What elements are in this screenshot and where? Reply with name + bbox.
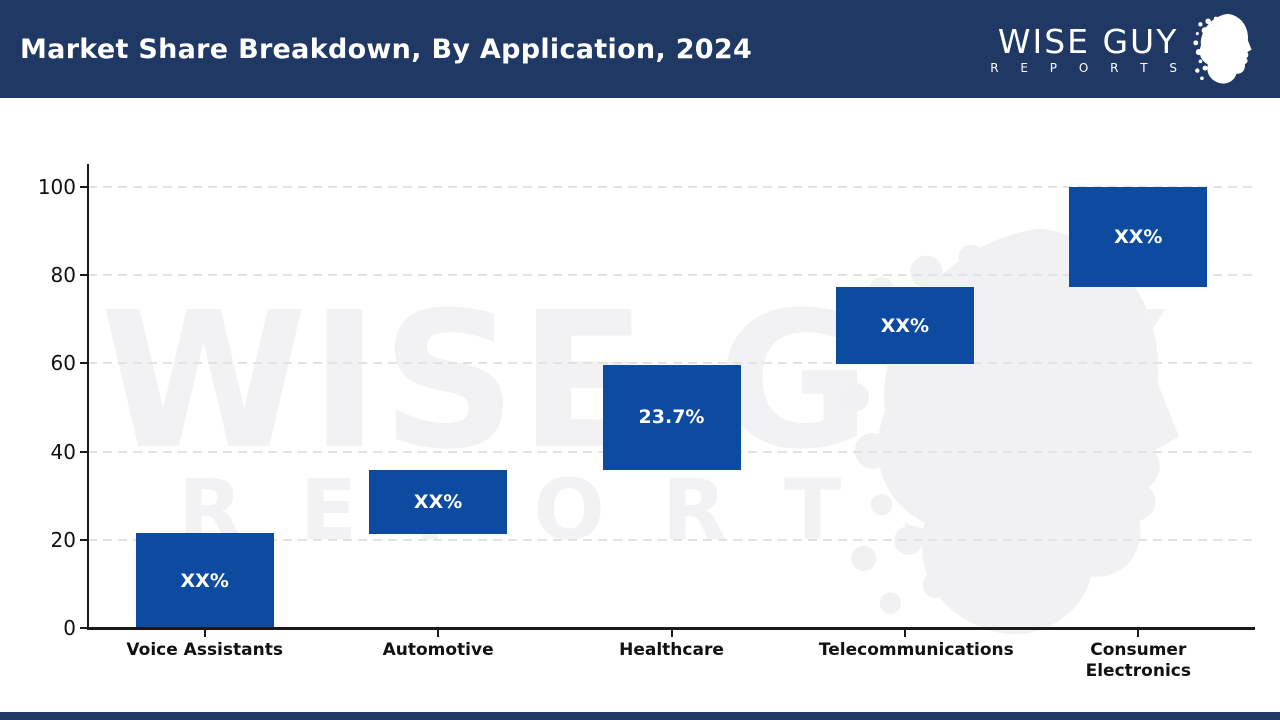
- header-bar: Market Share Breakdown, By Application, …: [0, 0, 1280, 98]
- watermark-tagline-text: R E P O R T S: [178, 461, 973, 559]
- bar-value-label: 23.7%: [638, 406, 705, 429]
- category-label: Telecommunications: [818, 640, 1014, 660]
- y-axis-tick: [80, 186, 88, 188]
- logo-brand-name: WISE GUY: [997, 21, 1179, 61]
- bar-segment: XX%: [835, 287, 974, 365]
- y-axis-tick: [80, 362, 88, 365]
- y-axis-tick-label: 60: [50, 351, 76, 376]
- y-axis-line: [87, 164, 89, 630]
- x-axis-tick: [1137, 630, 1140, 637]
- bar-segment: XX%: [369, 470, 508, 535]
- bar-segment: XX%: [135, 533, 274, 628]
- y-axis-tick: [80, 538, 88, 541]
- y-axis-tick-label: 20: [50, 527, 76, 552]
- logo-text: WISE GUY R E P O R T S: [990, 25, 1186, 74]
- page-title: Market Share Breakdown, By Application, …: [20, 33, 753, 65]
- wiseguy-face-icon: [1193, 13, 1252, 84]
- bar-value-label: XX%: [1114, 226, 1163, 249]
- footer-bar: [0, 712, 1280, 720]
- bar-segment: 23.7%: [602, 365, 741, 470]
- y-axis-tick: [80, 274, 88, 277]
- y-axis-tick: [80, 627, 88, 629]
- y-axis-tick-label: 100: [37, 175, 76, 199]
- bar-value-label: XX%: [880, 314, 930, 337]
- logo-tagline: R E P O R T S: [990, 60, 1186, 75]
- x-axis-tick: [670, 630, 673, 637]
- x-axis-line: [87, 627, 1255, 630]
- category-label: Automotive: [382, 640, 494, 660]
- x-axis-tick: [203, 630, 206, 637]
- y-axis-tick-label: 80: [50, 263, 76, 288]
- x-axis-tick: [437, 630, 440, 637]
- bar-value-label: XX%: [180, 569, 229, 592]
- y-axis-tick: [80, 450, 88, 453]
- category-label: Healthcare: [619, 640, 724, 660]
- y-axis-tick-label: 40: [50, 439, 76, 464]
- bar-segment: XX%: [1069, 187, 1208, 288]
- bar-value-label: XX%: [413, 491, 463, 514]
- category-label: Voice Assistants: [126, 640, 283, 660]
- y-gridline: [88, 274, 1255, 277]
- y-gridline: [88, 538, 1255, 541]
- y-gridline: [88, 186, 1255, 188]
- wise-guy-reports-logo: WISE GUY R E P O R T S: [990, 12, 1254, 86]
- x-axis-tick: [903, 630, 906, 637]
- category-label: Consumer Electronics: [1085, 640, 1191, 682]
- y-axis-tick-label: 0: [63, 616, 76, 640]
- y-gridline: [88, 362, 1255, 365]
